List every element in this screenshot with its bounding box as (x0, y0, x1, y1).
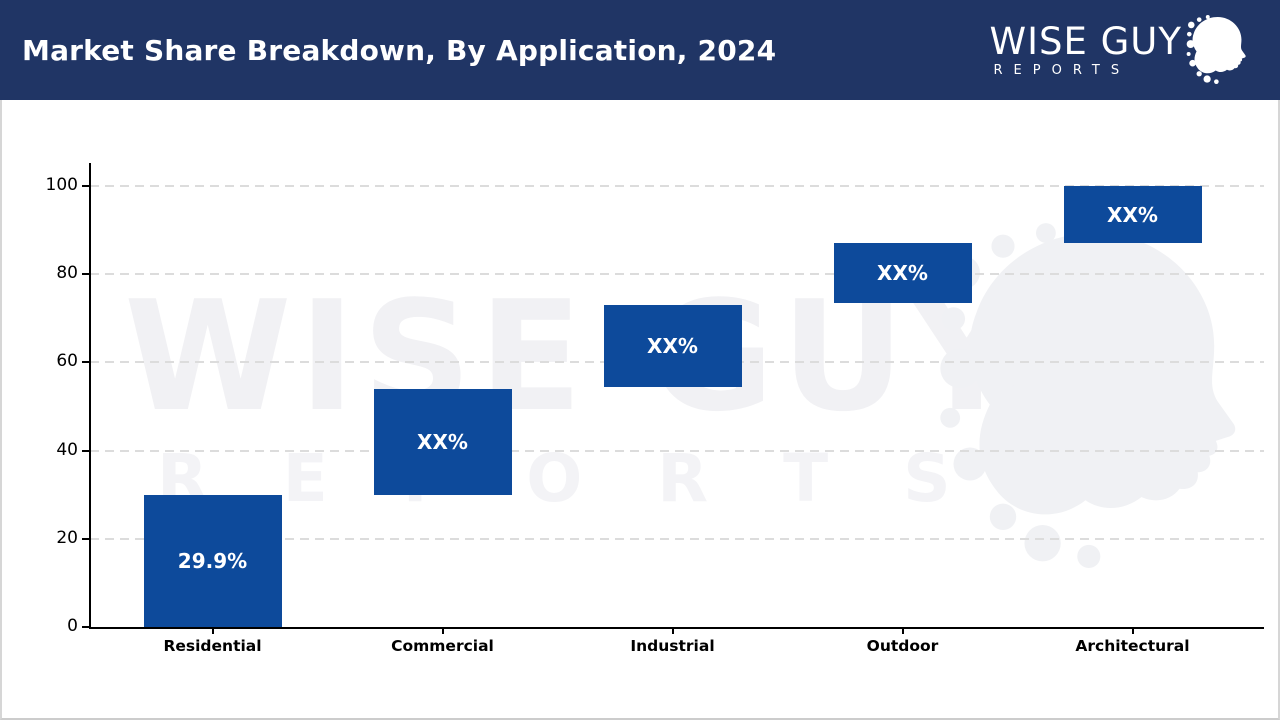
y-tick-label: 20 (56, 527, 78, 548)
y-tick-mark (82, 185, 90, 187)
gridline-40 (90, 449, 1264, 452)
logo-brand-text: WISE GUY (989, 20, 1182, 63)
chart-title: Market Share Breakdown, By Application, … (22, 33, 777, 67)
x-tick-label-industrial: Industrial (630, 637, 715, 655)
x-tick-mark (441, 627, 444, 634)
bar-value-label: XX% (647, 333, 698, 358)
watermark-tagline: R E P O R T S (157, 440, 977, 517)
y-tick-label: 40 (56, 439, 78, 460)
gridline-100 (90, 185, 1264, 187)
bar-value-label: XX% (1107, 202, 1158, 227)
gridline-80 (90, 273, 1264, 276)
x-tick-label-architectural: Architectural (1075, 637, 1190, 655)
chart-area: WISE GUY R E P O R T S 0 20 40 60 80 100 29.9%… (0, 100, 1280, 720)
bar-value-label: 29.9% (177, 549, 248, 574)
logo-face-icon (1186, 12, 1252, 88)
y-tick-label: 0 (67, 616, 78, 636)
x-tick-label-commercial: Commercial (391, 637, 494, 655)
x-tick-mark (211, 627, 214, 634)
y-tick-mark (82, 361, 90, 364)
plot-area: 0 20 40 60 80 100 29.9% Residential XX% Commercia… (2, 100, 1278, 718)
x-axis-line (89, 627, 1264, 629)
y-tick-label: 60 (56, 351, 78, 372)
bar-industrial: XX% (603, 305, 742, 387)
bar-value-label: XX% (877, 261, 928, 286)
y-tick-mark (82, 537, 90, 540)
y-tick-mark (82, 626, 90, 628)
y-tick-label: 100 (45, 175, 78, 195)
y-tick-mark (82, 273, 90, 276)
bar-outdoor: XX% (833, 243, 972, 303)
wiseguy-logo: WISE GUY REPORTS (990, 12, 1252, 88)
x-tick-label-outdoor: Outdoor (866, 637, 939, 655)
gridline-20 (90, 537, 1264, 540)
logo-text: WISE GUY REPORTS (990, 23, 1182, 77)
x-tick-mark (671, 627, 674, 634)
logo-tagline-text: REPORTS (993, 63, 1131, 78)
y-tick-label: 80 (56, 263, 78, 284)
x-tick-mark (901, 627, 904, 634)
x-tick-label-residential: Residential (163, 637, 262, 655)
bar-residential: 29.9% (143, 495, 282, 627)
bar-commercial: XX% (373, 388, 512, 495)
bar-value-label: XX% (417, 429, 468, 454)
y-tick-mark (82, 449, 90, 452)
bar-architectural: XX% (1063, 186, 1202, 244)
x-tick-mark (1131, 627, 1134, 634)
y-axis-line (89, 163, 91, 629)
header-bar: Market Share Breakdown, By Application, … (0, 0, 1280, 100)
